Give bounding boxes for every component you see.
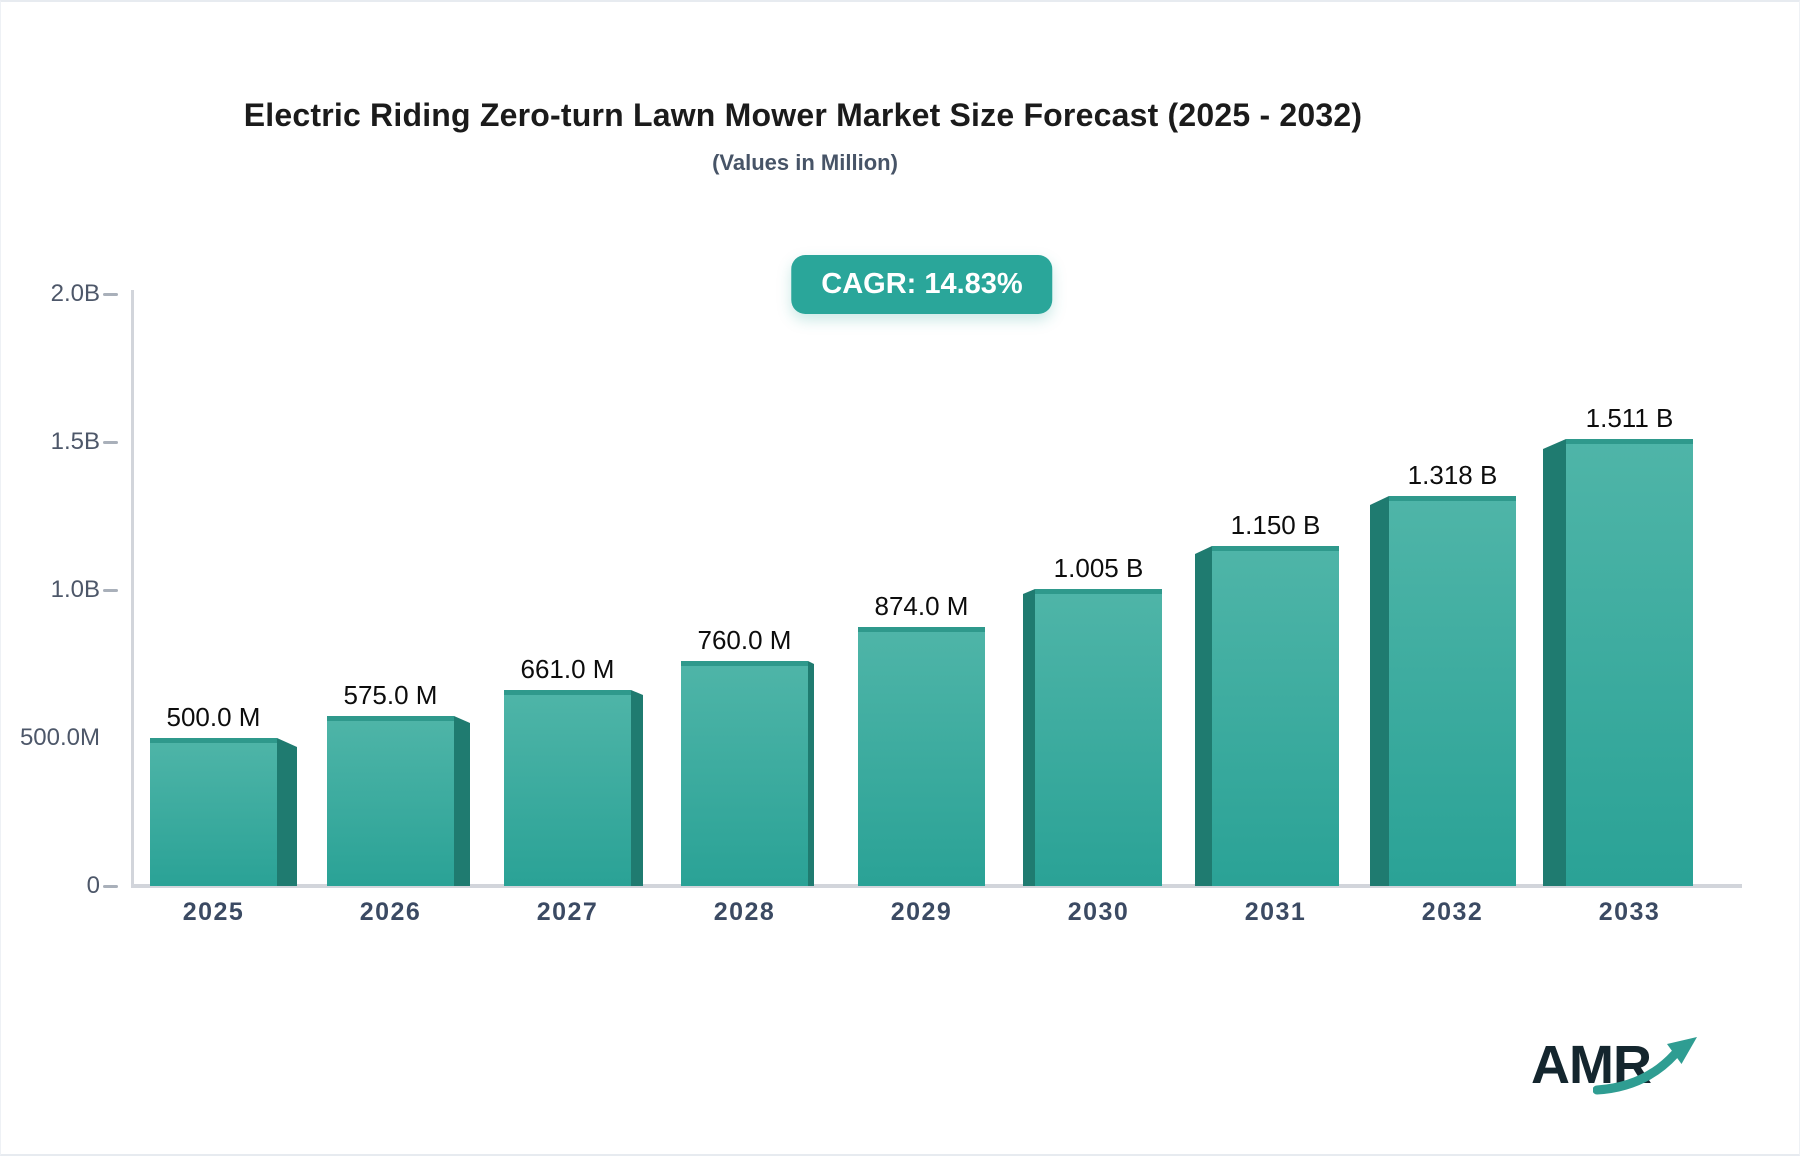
y-axis-tick-label: 0 (86, 872, 100, 899)
chart-bar (150, 738, 277, 886)
chart-bar (1212, 546, 1339, 886)
chart-bar-side-face (1370, 496, 1389, 886)
chart-bar (1566, 439, 1693, 886)
y-axis-line (131, 290, 134, 888)
chart-bar-side-face (277, 738, 297, 886)
x-axis-category-label: 2032 (1421, 898, 1484, 926)
y-axis-tick-dash (103, 885, 118, 888)
cagr-badge: CAGR: 14.83% (791, 255, 1053, 314)
chart-bar (1389, 496, 1516, 886)
x-axis-category-label: 2026 (359, 898, 422, 926)
bar-value-label: 500.0 M (166, 702, 261, 732)
chart-bar-side-face (808, 661, 814, 886)
y-axis-tick-label: 500.0M (19, 724, 100, 751)
chart-bar-side-face (1195, 546, 1212, 886)
x-axis-baseline (131, 884, 1742, 888)
bar-value-label: 874.0 M (874, 591, 969, 621)
x-axis-category-label: 2033 (1598, 898, 1661, 926)
bar-value-label: 575.0 M (343, 680, 438, 710)
amr-logo: AMR (1531, 1030, 1721, 1110)
chart-bar (858, 627, 985, 886)
chart-bar-side-face (1023, 589, 1035, 886)
chart-bar-top-cap (858, 627, 985, 632)
bar-value-label: 1.318 B (1407, 460, 1498, 490)
chart-bar-top-cap (327, 716, 454, 721)
chart-bar-top-cap (1566, 439, 1693, 444)
chart-bar (681, 661, 808, 886)
chart-bar-top-cap (681, 661, 808, 666)
bar-value-label: 1.511 B (1585, 403, 1674, 433)
x-axis-category-label: 2030 (1067, 898, 1130, 926)
chart-bar (1035, 589, 1162, 886)
trend-up-arrow-icon (1593, 1037, 1697, 1095)
chart-bar-side-face (454, 716, 470, 886)
chart-bar-top-cap (1035, 589, 1162, 594)
chart-bar-side-face (1543, 439, 1566, 886)
bar-value-label: 1.150 B (1230, 510, 1321, 540)
chart-bar-side-face (631, 690, 643, 886)
chart-bar (504, 690, 631, 886)
x-axis-category-label: 2029 (890, 898, 953, 926)
chart-bar-top-cap (150, 738, 277, 743)
y-axis-tick-label: 2.0B (50, 280, 100, 307)
bar-value-label: 1.005 B (1053, 553, 1144, 583)
x-axis-category-label: 2025 (182, 898, 245, 926)
y-axis-tick-dash (103, 441, 118, 444)
bar-value-label: 760.0 M (697, 625, 792, 655)
chart-bar-top-cap (1389, 496, 1516, 501)
bar-value-label: 661.0 M (520, 654, 615, 684)
x-axis-category-label: 2027 (536, 898, 599, 926)
chart-bar (327, 716, 454, 886)
y-axis-tick-dash (103, 589, 118, 592)
chart-title: Electric Riding Zero-turn Lawn Mower Mar… (243, 97, 1363, 133)
chart-bar-top-cap (504, 690, 631, 695)
y-axis-tick-dash (103, 293, 118, 296)
y-axis-tick-label: 1.0B (50, 576, 100, 603)
y-axis-tick-label: 1.5B (50, 428, 100, 455)
x-axis-category-label: 2028 (713, 898, 776, 926)
chart-bar-top-cap (1212, 546, 1339, 551)
chart-subtitle: (Values in Million) (712, 150, 898, 175)
x-axis-category-label: 2031 (1244, 898, 1307, 926)
